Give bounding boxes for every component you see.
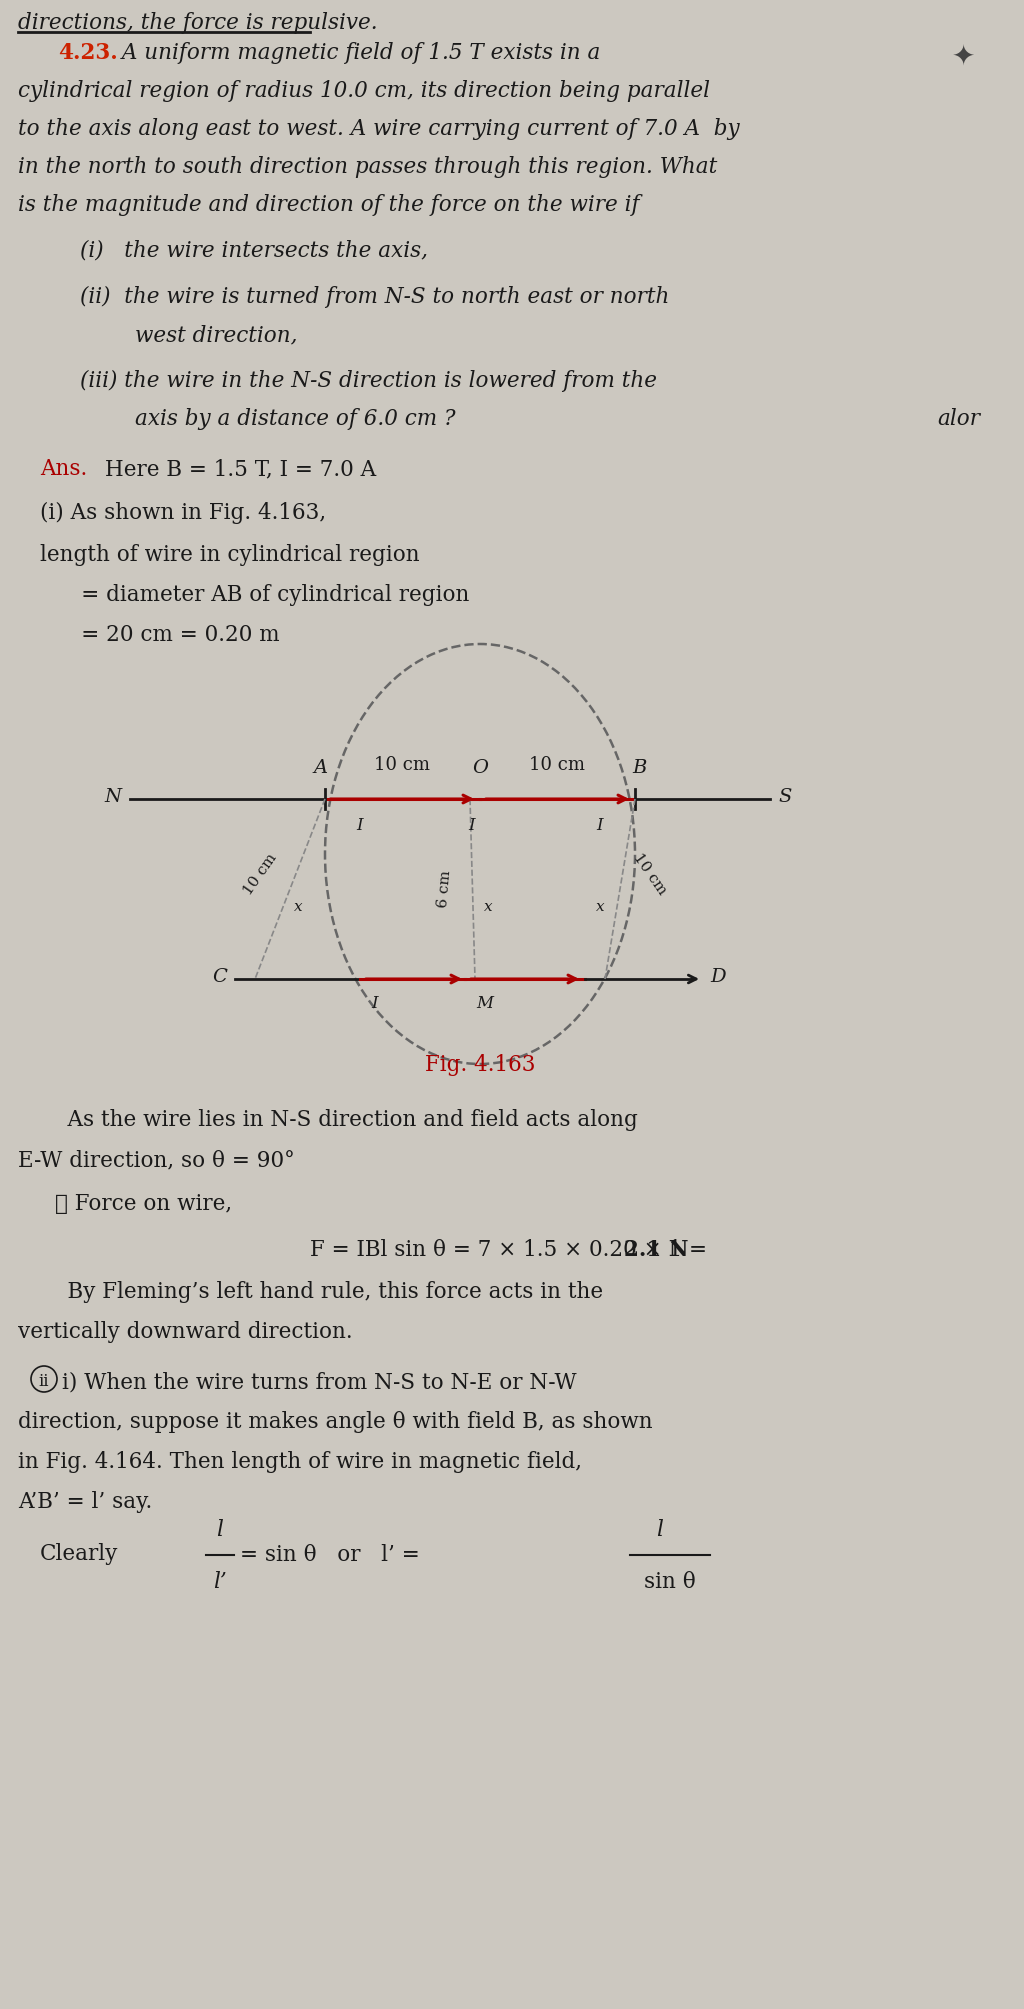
- Text: directions, the force is repulsive.: directions, the force is repulsive.: [18, 12, 378, 34]
- Text: By Fleming’s left hand rule, this force acts in the: By Fleming’s left hand rule, this force …: [40, 1282, 603, 1304]
- Text: (ii)  the wire is turned from N-S to north east or north: (ii) the wire is turned from N-S to nort…: [80, 285, 670, 307]
- Text: (i) As shown in Fig. 4.163,: (i) As shown in Fig. 4.163,: [40, 502, 326, 524]
- Text: I: I: [469, 818, 475, 834]
- Text: D: D: [710, 968, 726, 986]
- Text: l’: l’: [213, 1571, 227, 1593]
- Text: 4.23.: 4.23.: [58, 42, 118, 64]
- Text: I: I: [372, 994, 378, 1013]
- Text: i) When the wire turns from N-S to N-E or N-W: i) When the wire turns from N-S to N-E o…: [62, 1370, 577, 1392]
- Text: 6 cm: 6 cm: [436, 870, 453, 908]
- Text: Clearly: Clearly: [40, 1543, 119, 1565]
- Text: ii: ii: [39, 1372, 49, 1390]
- Text: 10 cm: 10 cm: [529, 755, 585, 773]
- Text: A uniform magnetic field of 1.5 T exists in a: A uniform magnetic field of 1.5 T exists…: [115, 42, 600, 64]
- Text: in Fig. 4.164. Then length of wire in magnetic field,: in Fig. 4.164. Then length of wire in ma…: [18, 1450, 582, 1473]
- Text: 10 cm: 10 cm: [631, 850, 670, 898]
- Text: (i)   the wire intersects the axis,: (i) the wire intersects the axis,: [80, 239, 428, 261]
- Text: x: x: [484, 900, 493, 914]
- Text: in the north to south direction passes through this region. What: in the north to south direction passes t…: [18, 157, 717, 179]
- Text: S: S: [778, 788, 792, 806]
- Text: ∴ Force on wire,: ∴ Force on wire,: [55, 1193, 232, 1215]
- Text: vertically downward direction.: vertically downward direction.: [18, 1322, 352, 1342]
- Text: M: M: [476, 994, 494, 1013]
- Text: west direction,: west direction,: [80, 323, 298, 346]
- Text: cylindrical region of radius 10.0 cm, its direction being parallel: cylindrical region of radius 10.0 cm, it…: [18, 80, 710, 102]
- Text: direction, suppose it makes angle θ with field B, as shown: direction, suppose it makes angle θ with…: [18, 1410, 652, 1432]
- Text: I: I: [597, 818, 603, 834]
- Text: Fig. 4.163: Fig. 4.163: [425, 1055, 536, 1077]
- Text: l: l: [216, 1519, 223, 1541]
- Text: A: A: [314, 759, 328, 777]
- Text: l: l: [656, 1519, 664, 1541]
- Text: sin θ: sin θ: [644, 1571, 696, 1593]
- Text: (iii) the wire in the N-S direction is lowered from the: (iii) the wire in the N-S direction is l…: [80, 370, 657, 392]
- Text: 10 cm: 10 cm: [241, 850, 280, 898]
- Text: = diameter AB of cylindrical region: = diameter AB of cylindrical region: [40, 585, 469, 607]
- Text: As the wire lies in N-S direction and field acts along: As the wire lies in N-S direction and fi…: [40, 1109, 638, 1131]
- Text: = sin θ   or   l’ =: = sin θ or l’ =: [240, 1545, 420, 1565]
- Text: 10 cm: 10 cm: [374, 755, 430, 773]
- Text: = 20 cm = 0.20 m: = 20 cm = 0.20 m: [40, 625, 280, 647]
- Text: N: N: [104, 788, 122, 806]
- Text: Ans.: Ans.: [40, 458, 87, 480]
- Text: x: x: [294, 900, 302, 914]
- Text: I: I: [356, 818, 364, 834]
- Text: A’B’ = l’ say.: A’B’ = l’ say.: [18, 1491, 153, 1513]
- Text: is the magnitude and direction of the force on the wire if: is the magnitude and direction of the fo…: [18, 195, 640, 217]
- Text: 2.1 N: 2.1 N: [625, 1240, 689, 1262]
- Text: O: O: [472, 759, 488, 777]
- Text: E-W direction, so θ = 90°: E-W direction, so θ = 90°: [18, 1149, 295, 1171]
- Text: alor: alor: [937, 408, 980, 430]
- Text: B: B: [632, 759, 646, 777]
- Text: length of wire in cylindrical region: length of wire in cylindrical region: [40, 544, 420, 567]
- Text: C: C: [212, 968, 227, 986]
- Text: to the axis along east to west. A wire carrying current of 7.0 A  by: to the axis along east to west. A wire c…: [18, 119, 739, 141]
- Text: ✦: ✦: [951, 42, 975, 70]
- Text: Here B = 1.5 T, I = 7.0 A: Here B = 1.5 T, I = 7.0 A: [105, 458, 376, 480]
- Text: axis by a distance of 6.0 cm ?: axis by a distance of 6.0 cm ?: [80, 408, 456, 430]
- Text: x: x: [596, 900, 604, 914]
- Text: F = IBl sin θ = 7 × 1.5 × 0.20 × 1 =: F = IBl sin θ = 7 × 1.5 × 0.20 × 1 =: [310, 1240, 714, 1262]
